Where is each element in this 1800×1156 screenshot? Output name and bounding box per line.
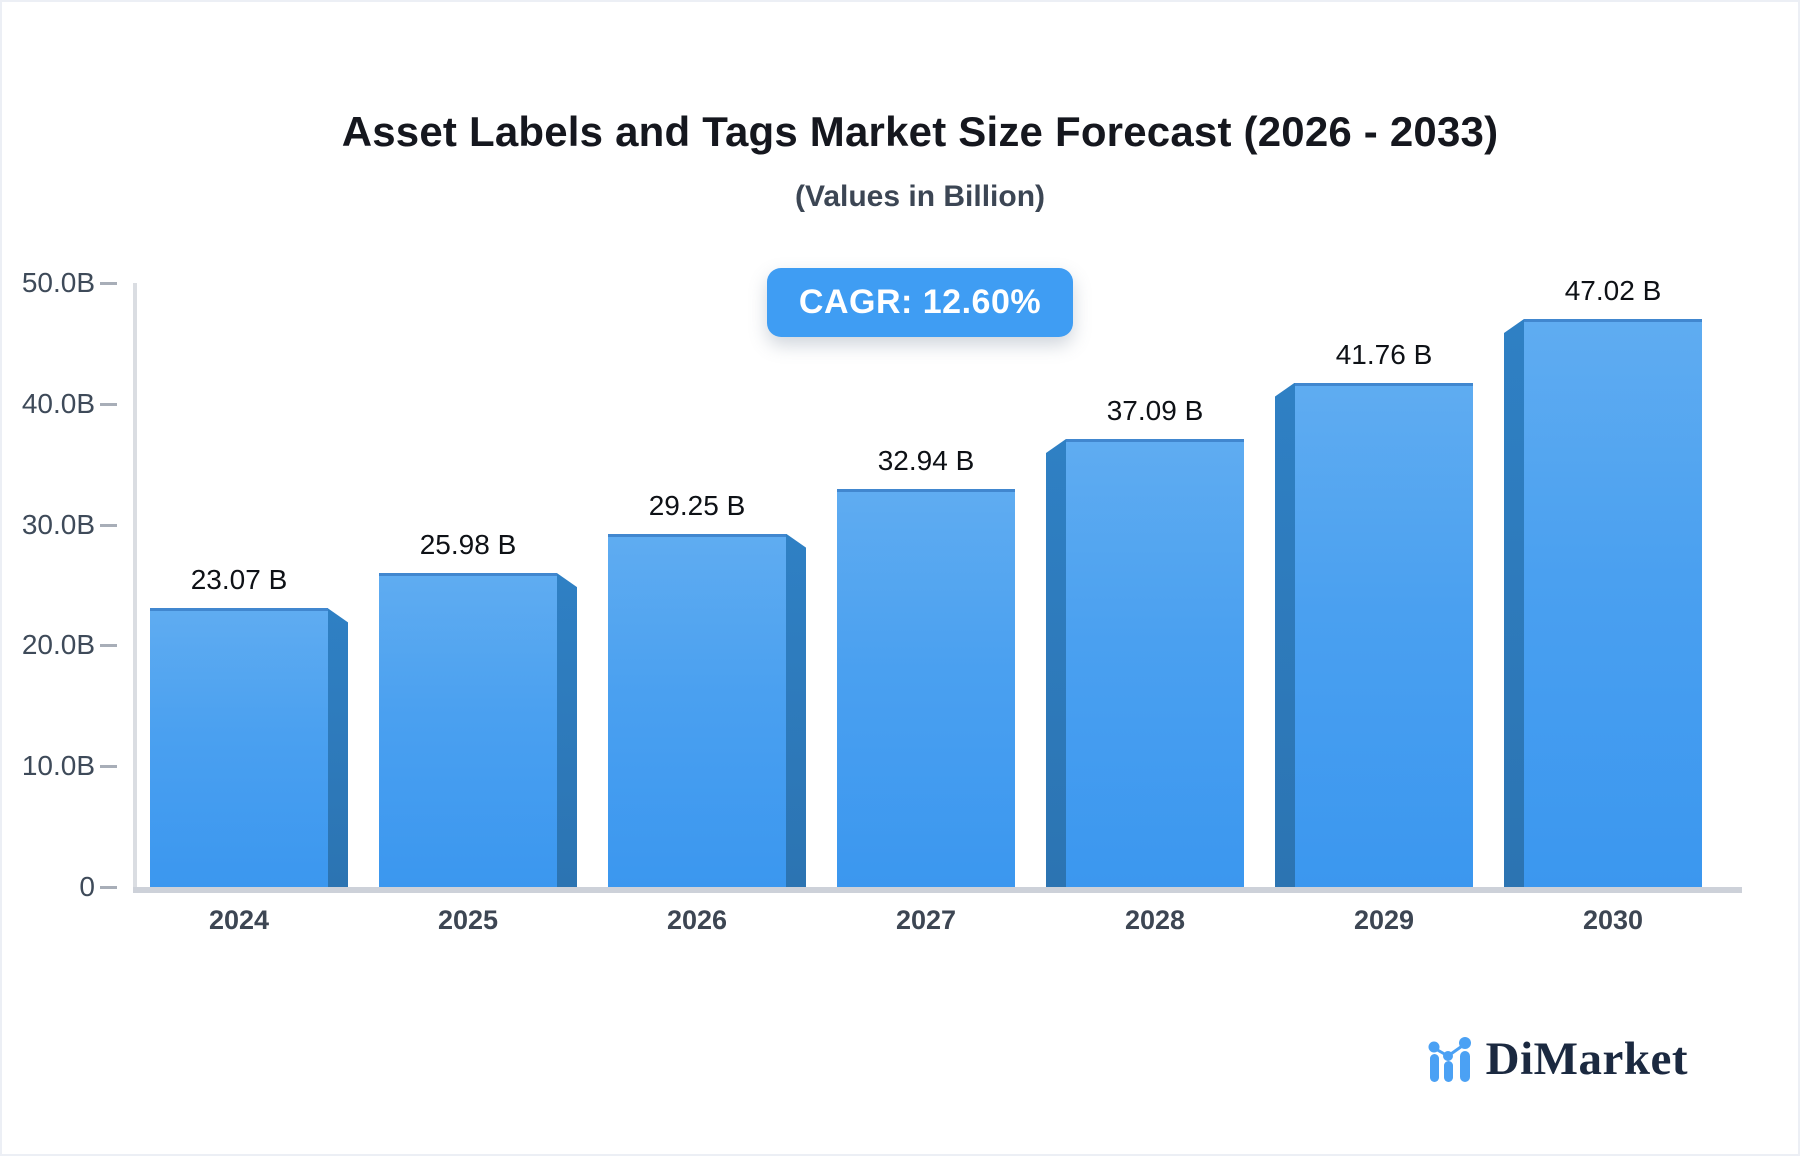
x-axis-line xyxy=(133,887,1742,893)
brand-logo-text: DiMarket xyxy=(1485,1033,1688,1085)
x-axis-label: 2024 xyxy=(208,905,270,935)
bar-2025 xyxy=(379,573,557,887)
bar-side-2028 xyxy=(1046,438,1066,887)
y-axis-label: 0 xyxy=(79,871,95,902)
x-axis-label: 2028 xyxy=(1124,905,1186,935)
chart-title: Asset Labels and Tags Market Size Foreca… xyxy=(341,108,1499,155)
bar-2028 xyxy=(1066,438,1244,887)
x-axis-label: 2030 xyxy=(1582,905,1644,935)
bar-value-label: 47.02 B xyxy=(1564,274,1662,306)
bar-side-2030 xyxy=(1504,318,1524,887)
bar-2027 xyxy=(837,489,1015,887)
bar-side-2026 xyxy=(786,533,806,887)
y-axis-line xyxy=(133,283,137,887)
y-axis-tick xyxy=(100,644,117,648)
bar-value-label: 29.25 B xyxy=(648,489,746,521)
bar-value-label: 32.94 B xyxy=(877,445,975,477)
brand-logo: DiMarket xyxy=(1428,1032,1688,1086)
cagr-badge: CAGR: 12.60% xyxy=(766,268,1074,337)
bar-2024 xyxy=(150,608,328,887)
x-axis-label: 2027 xyxy=(895,905,957,935)
bar-value-label: 37.09 B xyxy=(1106,394,1204,426)
y-axis-label: 10.0B xyxy=(21,750,95,782)
bar-2029 xyxy=(1295,382,1473,887)
bar-2026 xyxy=(608,533,786,887)
y-axis-tick xyxy=(100,886,117,889)
y-axis-tick xyxy=(100,523,117,527)
chart-header: Asset Labels and Tags Market Size Foreca… xyxy=(40,108,1800,337)
y-axis-tick xyxy=(100,765,117,769)
bar-value-label: 25.98 B xyxy=(419,529,517,561)
bar-side-2025 xyxy=(557,573,577,887)
x-axis-label: 2026 xyxy=(666,905,728,935)
y-axis-tick xyxy=(100,402,117,406)
y-axis-label: 30.0B xyxy=(21,508,95,540)
y-axis-label: 50.0B xyxy=(21,267,95,298)
bar-side-2029 xyxy=(1275,382,1295,887)
y-axis-label: 40.0B xyxy=(21,387,95,419)
bar-value-label: 23.07 B xyxy=(190,564,288,596)
mini-bar-chart-icon xyxy=(1428,1037,1471,1082)
chart-subtitle: (Values in Billion) xyxy=(794,180,1046,213)
bar-side-2024 xyxy=(328,608,348,887)
y-axis-tick xyxy=(100,282,117,285)
x-axis-label: 2029 xyxy=(1353,905,1415,935)
bar-value-label: 41.76 B xyxy=(1335,338,1433,370)
x-axis-label: 2025 xyxy=(437,905,499,935)
bar-2030 xyxy=(1524,318,1702,887)
y-axis-label: 20.0B xyxy=(21,629,95,661)
